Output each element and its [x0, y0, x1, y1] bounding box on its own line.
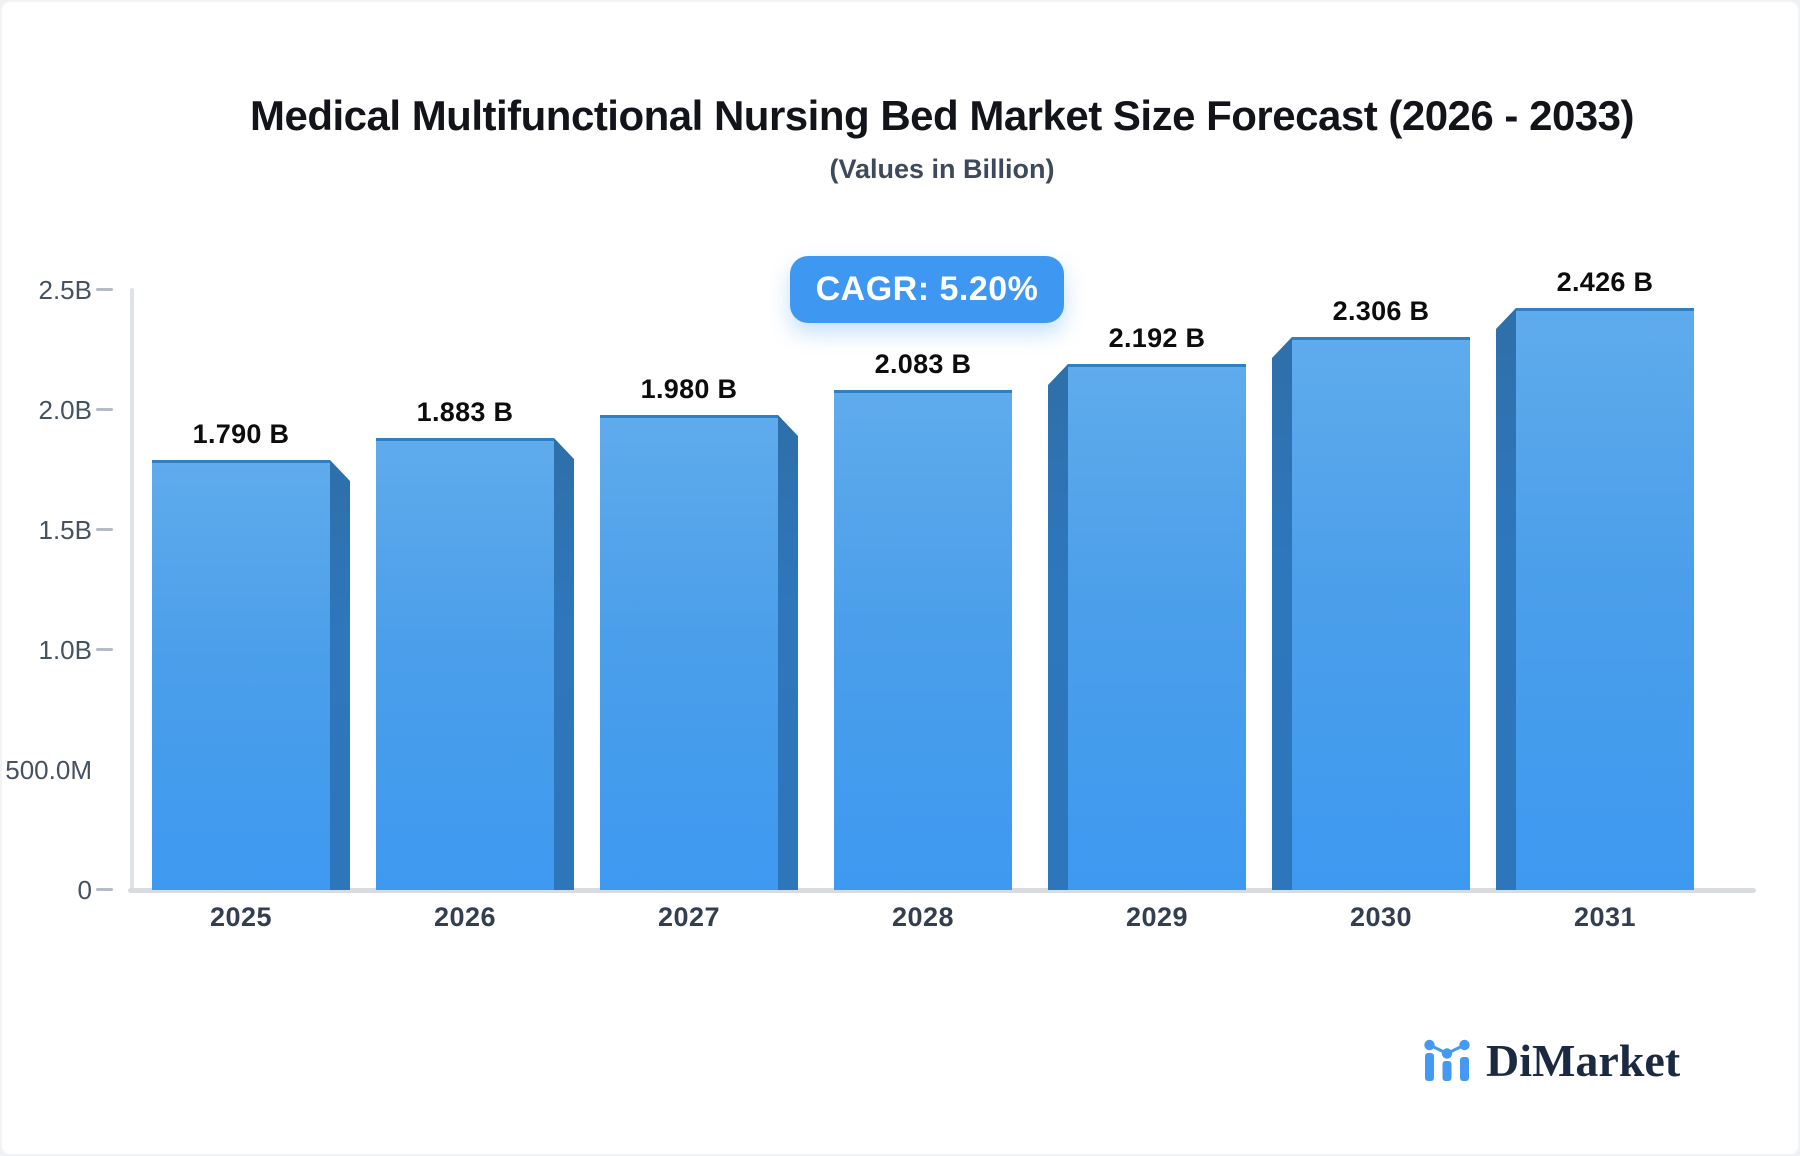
- bar-value-label: 2.083 B: [874, 349, 972, 379]
- x-axis-label: 2025: [209, 902, 273, 932]
- y-axis-label: 2.0B: [38, 395, 93, 425]
- y-axis-tick: [96, 648, 113, 651]
- bar-front-face: [376, 438, 554, 890]
- bar-chart-logo-icon: [1424, 1039, 1470, 1081]
- bar-side-face: [554, 438, 574, 890]
- bar-front-face: [600, 415, 778, 890]
- cagr-badge: CAGR: 5.20%: [790, 256, 1064, 323]
- bar-value-label: 2.192 B: [1108, 323, 1206, 353]
- x-axis-label: 2030: [1349, 902, 1413, 932]
- cagr-label: CAGR: 5.20%: [815, 270, 1039, 308]
- bar-side-face: [1272, 337, 1292, 890]
- y-axis-label: 0: [77, 875, 92, 905]
- y-axis-tick: [96, 888, 113, 891]
- brand-logo: DiMarket: [1422, 1038, 1680, 1084]
- bar-front-face: [1292, 337, 1470, 890]
- x-axis-line: [128, 888, 1756, 893]
- bar-side-face: [778, 415, 798, 890]
- y-axis-line: [130, 288, 134, 890]
- bar-front-face: [834, 390, 1012, 890]
- chart-title: Medical Multifunctional Nursing Bed Mark…: [249, 92, 1635, 139]
- chart-subtitle: (Values in Billion): [829, 154, 1055, 184]
- bar-front-face: [1516, 308, 1694, 890]
- x-axis-label: 2031: [1573, 902, 1637, 932]
- bar-value-label: 2.426 B: [1556, 267, 1654, 297]
- x-axis-label: 2027: [657, 902, 721, 932]
- bar-value-label: 2.306 B: [1332, 296, 1430, 326]
- x-axis-label: 2029: [1125, 902, 1189, 932]
- x-axis-label: 2026: [433, 902, 497, 932]
- chart-header: Medical Multifunctional Nursing Bed Mark…: [82, 92, 1798, 185]
- bar-front-face: [152, 460, 330, 890]
- brand-name: DiMarket: [1486, 1035, 1681, 1086]
- bar-side-face: [330, 460, 350, 890]
- y-axis-label: 1.0B: [38, 635, 93, 665]
- bar-value-label: 1.883 B: [416, 397, 514, 427]
- y-axis-tick: [96, 288, 113, 291]
- y-axis-tick: [96, 408, 113, 411]
- y-axis-label: 1.5B: [38, 515, 93, 545]
- bar-front-face: [1068, 364, 1246, 890]
- bar-value-label: 1.790 B: [192, 419, 290, 449]
- y-axis-label: 2.5B: [38, 275, 93, 305]
- bar-side-face: [1496, 308, 1516, 890]
- y-axis-label: 500.0M: [5, 755, 92, 785]
- x-axis-label: 2028: [891, 902, 955, 932]
- bar-side-face: [1048, 364, 1068, 890]
- bar-value-label: 1.980 B: [640, 374, 738, 404]
- y-axis-tick: [96, 528, 113, 531]
